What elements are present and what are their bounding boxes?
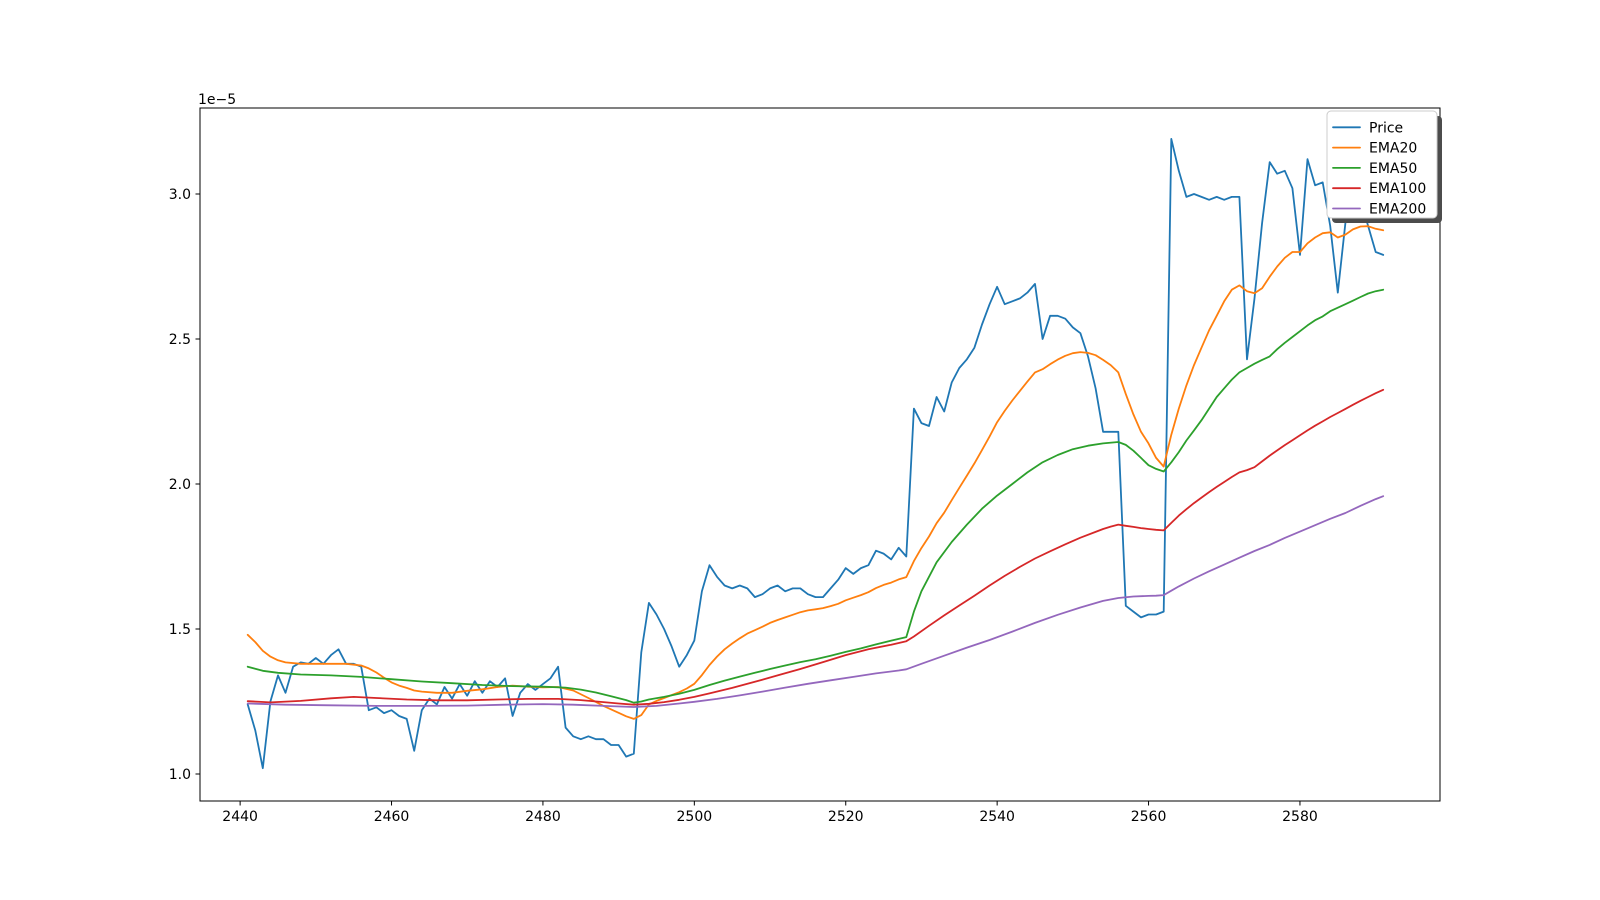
legend-item-ema20: EMA20 — [1332, 141, 1417, 157]
y-tick-label: 1.5 — [169, 622, 191, 638]
legend-item-price: Price — [1332, 120, 1403, 136]
series-line-ema100 — [246, 388, 1385, 706]
y-tick-label: 2.5 — [169, 332, 191, 348]
series-line-ema200 — [246, 495, 1385, 708]
series-line-ema50 — [246, 288, 1385, 704]
legend-label: EMA20 — [1369, 141, 1417, 157]
series-line-ema20 — [246, 225, 1385, 720]
legend-item-ema50: EMA50 — [1332, 161, 1417, 177]
y-tick-label: 3.0 — [169, 187, 191, 203]
legend-label: EMA200 — [1369, 202, 1426, 218]
x-tick-label: 2440 — [222, 809, 258, 825]
axes-frame — [199, 107, 1441, 802]
legend-label: EMA50 — [1369, 161, 1417, 177]
y-tick-label: 1.0 — [169, 767, 191, 783]
x-tick-label: 2500 — [677, 809, 713, 825]
y-tick-label: 2.0 — [169, 477, 191, 493]
legend-label: EMA100 — [1369, 181, 1426, 197]
legend-box — [1326, 110, 1438, 219]
legend-item-ema100: EMA100 — [1332, 181, 1426, 197]
series-line-price — [246, 137, 1385, 770]
x-tick-label: 2580 — [1282, 809, 1318, 825]
x-tick-label: 2560 — [1131, 809, 1167, 825]
x-tick-label: 2520 — [828, 809, 864, 825]
legend-label: Price — [1369, 120, 1403, 136]
y-axis-offset-label: 1e−5 — [198, 92, 236, 108]
x-tick-label: 2460 — [374, 809, 410, 825]
x-tick-label: 2480 — [525, 809, 561, 825]
x-tick-label: 2540 — [979, 809, 1015, 825]
legend-item-ema200: EMA200 — [1332, 202, 1426, 218]
